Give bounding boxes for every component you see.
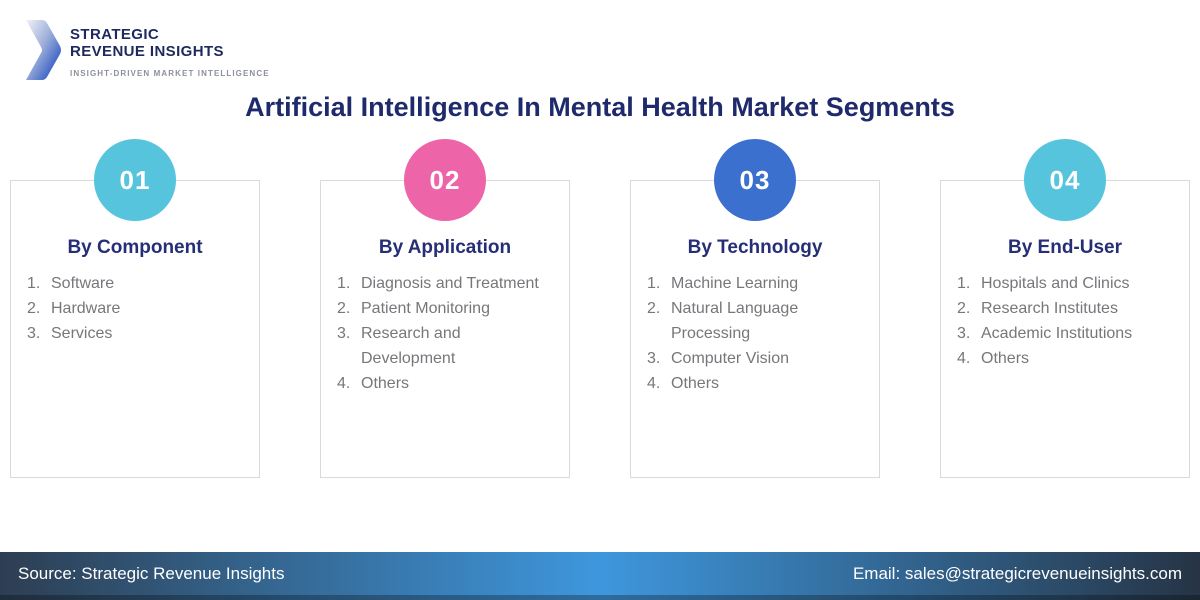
list-item: 3. Services (27, 321, 243, 346)
list-item-label: Natural Language Processing (671, 300, 799, 342)
list-item-label: Hospitals and Clinics (981, 275, 1130, 292)
list-item-number: 3. (957, 325, 971, 342)
list-item: 3. Research and Development (337, 321, 553, 371)
list-item-label: Services (51, 325, 113, 342)
list-item-label: Others (361, 375, 410, 392)
segment-list-component: 1. Software 2. Hardware 3. Services (27, 271, 243, 346)
list-item-number: 2. (27, 300, 41, 317)
list-item-number: 1. (957, 275, 971, 292)
list-item: 2. Natural Language Processing (647, 296, 863, 346)
segment-list-end-user: 1. Hospitals and Clinics 2. Research Instit… (957, 271, 1173, 371)
list-item-number: 1. (337, 275, 351, 292)
list-item-label: Patient Monitoring (361, 300, 490, 317)
segment-card-technology: 03 By Technology 1. Machine Learning 2. Nat… (630, 139, 880, 478)
list-item: 3. Computer Vision (647, 346, 863, 371)
brand-name-line1: STRATEGIC (70, 26, 160, 43)
list-item-number: 2. (647, 300, 661, 317)
page-title: Artificial Intelligence In Mental Health… (245, 92, 955, 122)
brand-name-line2: REVENUE INSIGHTS (70, 43, 224, 60)
step-badge-03: 03 (714, 139, 796, 221)
card-title-end-user: By End-User (1007, 237, 1123, 258)
step-badge-01: 01 (94, 139, 176, 221)
list-item: 1. Diagnosis and Treatment (337, 271, 553, 296)
list-item: 4. Others (337, 371, 553, 396)
list-item-number: 1. (647, 275, 661, 292)
step-number: 02 (429, 164, 461, 195)
list-item: 1. Machine Learning (647, 271, 863, 296)
list-item-label: Academic Institutions (981, 325, 1133, 342)
list-item-label: Software (51, 275, 115, 292)
card-title-application: By Application (378, 237, 512, 258)
list-item-label: Research and Development (361, 325, 461, 367)
card-title-component: By Component (67, 237, 203, 258)
step-badge-04: 04 (1024, 139, 1106, 221)
segment-cards: 01 By Component 1. Software 2. Hardware 3. Se… (10, 139, 1190, 478)
list-item: 2. Hardware (27, 296, 243, 321)
card-title-technology: By Technology (687, 237, 823, 258)
list-item-number: 2. (337, 300, 351, 317)
step-badge-02: 02 (404, 139, 486, 221)
list-item: 2. Research Institutes (957, 296, 1173, 321)
list-item: 4. Others (957, 346, 1173, 371)
segment-card-end-user: 04 By End-User 1. Hospitals and Clinics 2.… (940, 139, 1190, 478)
step-number: 01 (119, 164, 151, 195)
step-number: 04 (1049, 164, 1081, 195)
source-text: Source: Strategic Revenue Insights (18, 564, 285, 583)
list-item: 2. Patient Monitoring (337, 296, 553, 321)
list-item-number: 1. (27, 275, 41, 292)
list-item: 3. Academic Institutions (957, 321, 1173, 346)
footer-bar: Source: Strategic Revenue Insights Email… (0, 552, 1200, 600)
list-item-number: 4. (647, 375, 661, 392)
list-item: 1. Software (27, 271, 243, 296)
brand-logo: STRATEGIC REVENUE INSIGHTS INSIGHT-DRIVE… (24, 14, 270, 82)
list-item-label: Computer Vision (671, 350, 789, 367)
list-item-label: Others (671, 375, 720, 392)
list-item: 4. Others (647, 371, 863, 396)
list-item-number: 3. (647, 350, 661, 367)
list-item-number: 2. (957, 300, 971, 317)
brand-tagline: INSIGHT-DRIVEN MARKET INTELLIGENCE (70, 69, 270, 78)
step-number: 03 (739, 164, 771, 195)
email-text: Email: sales@strategicrevenueinsights.co… (852, 564, 1182, 583)
list-item-label: Machine Learning (671, 275, 799, 292)
list-item: 1. Hospitals and Clinics (957, 271, 1173, 296)
list-item-number: 4. (337, 375, 351, 392)
list-item-label: Others (981, 350, 1030, 367)
list-item-label: Diagnosis and Treatment (361, 275, 539, 292)
brand-text: STRATEGIC REVENUE INSIGHTS INSIGHT-DRIVE… (70, 14, 270, 78)
list-item-label: Hardware (51, 300, 121, 317)
chevron-logo-icon (26, 20, 61, 80)
segment-list-application: 1. Diagnosis and Treatment 2. Patient Monit… (337, 271, 553, 396)
segment-card-component: 01 By Component 1. Software 2. Hardware 3. Se… (10, 139, 260, 478)
list-item-number: 4. (957, 350, 971, 367)
list-item-label: Research Institutes (981, 300, 1118, 317)
segment-card-application: 02 By Application 1. Diagnosis and Treatm… (320, 139, 570, 478)
list-item-number: 3. (27, 325, 41, 342)
list-item-number: 3. (337, 325, 351, 342)
segment-list-technology: 1. Machine Learning 2. Natural Language Pro… (647, 271, 863, 396)
